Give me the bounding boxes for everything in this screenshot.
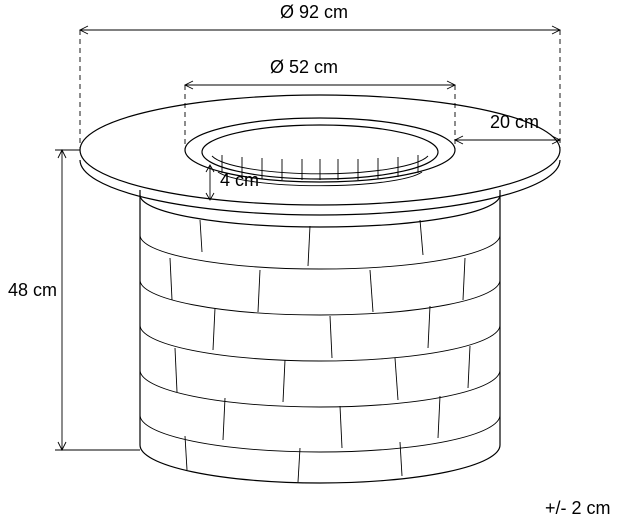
dim-rim-width [455, 136, 560, 144]
dim-outer-diameter [80, 26, 560, 150]
stone-body [140, 190, 500, 483]
label-tolerance: +/- 2 cm [545, 498, 611, 519]
dim-rim-thickness [206, 165, 214, 200]
label-outer-diameter: Ø 92 cm [280, 2, 348, 23]
firepit-drawing: .ln { stroke:#000; stroke-width:1.2; fil… [0, 0, 623, 525]
rim-top-outer [80, 95, 560, 205]
label-height: 48 cm [8, 280, 57, 301]
label-inner-diameter: Ø 52 cm [270, 57, 338, 78]
dim-inner-diameter [185, 81, 455, 150]
dim-height [55, 150, 140, 450]
label-rim-width: 20 cm [490, 112, 539, 133]
product-dimension-diagram: .ln { stroke:#000; stroke-width:1.2; fil… [0, 0, 623, 525]
label-rim-thickness: 4 cm [220, 170, 259, 191]
